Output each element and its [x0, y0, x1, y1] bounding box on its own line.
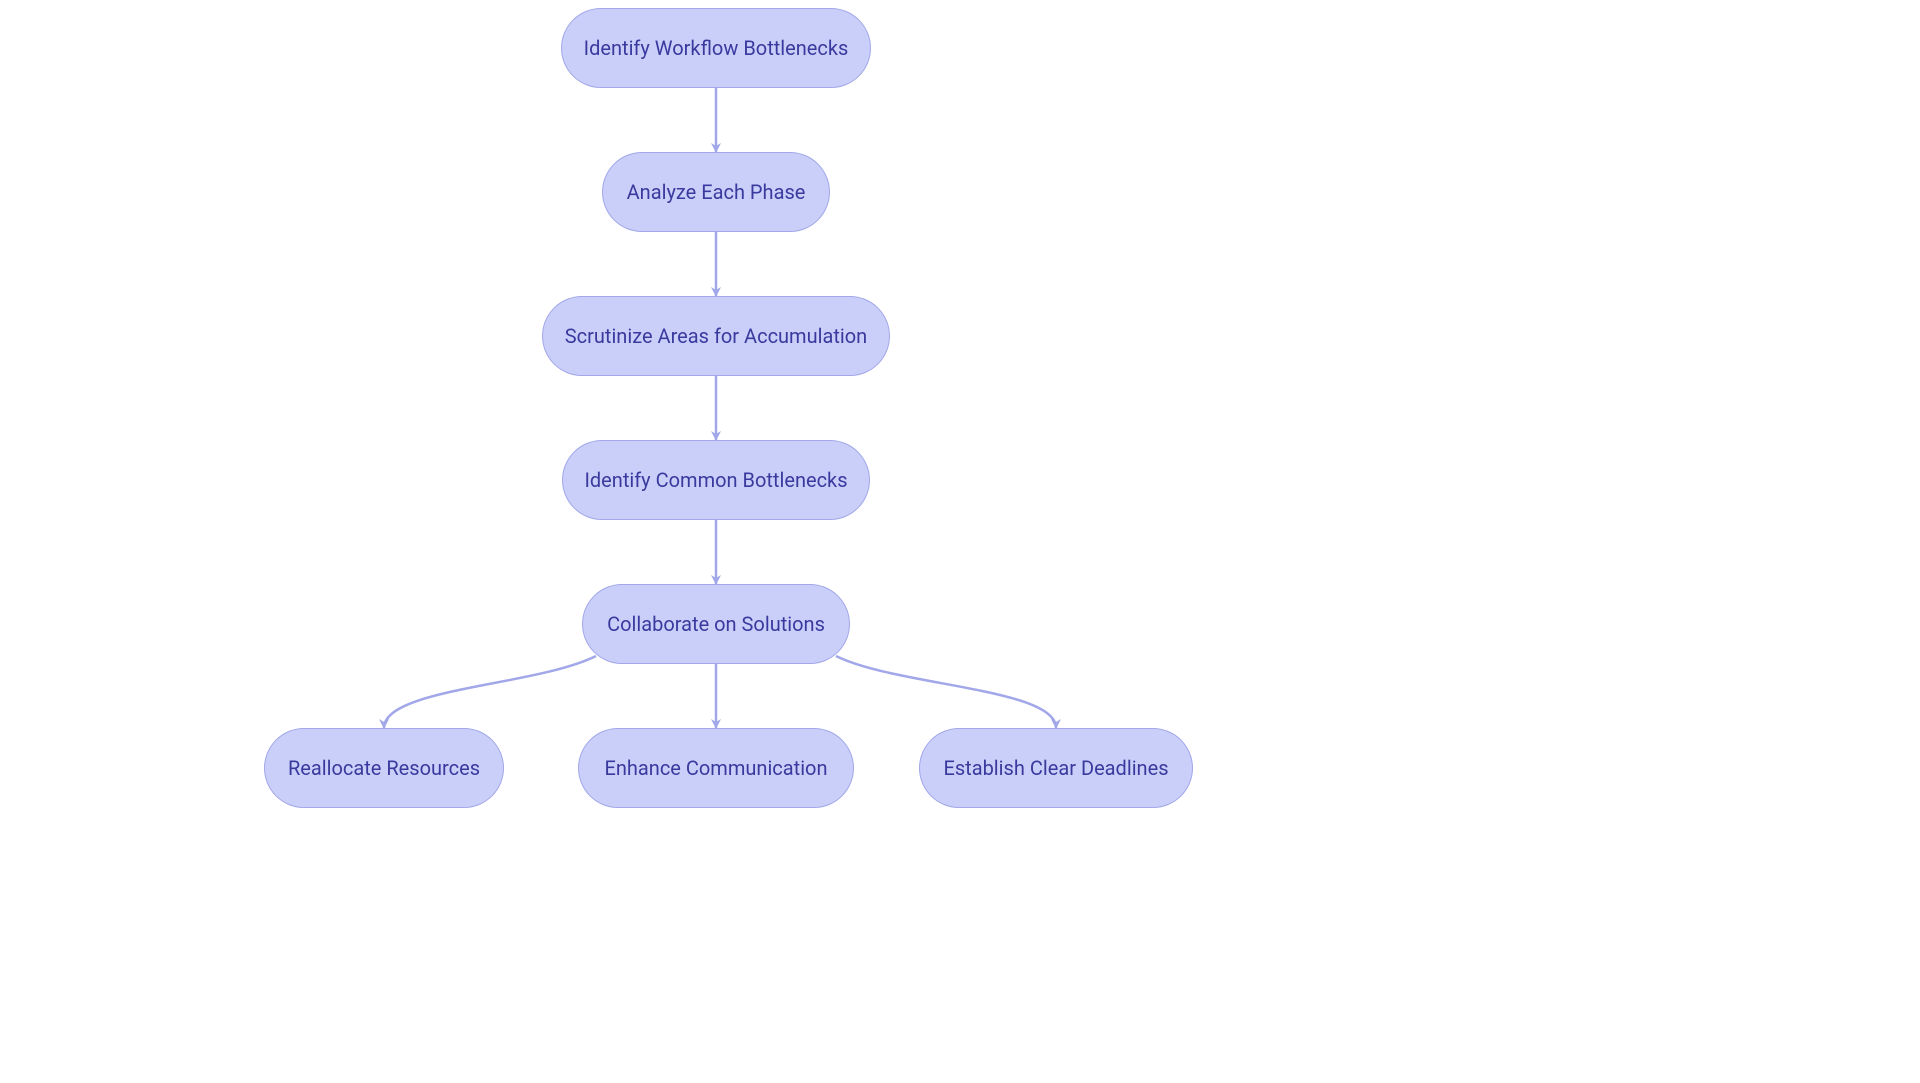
node-label: Establish Clear Deadlines — [943, 756, 1168, 780]
node-label: Identify Common Bottlenecks — [584, 468, 847, 492]
node-label: Enhance Communication — [604, 756, 827, 780]
flowchart-node: Reallocate Resources — [264, 728, 504, 808]
node-label: Scrutinize Areas for Accumulation — [565, 324, 867, 348]
flowchart-edge — [384, 656, 596, 728]
flowchart-node: Enhance Communication — [578, 728, 854, 808]
flowchart-node: Identify Common Bottlenecks — [562, 440, 870, 520]
flowchart-container: Identify Workflow Bottlenecks Analyze Eac… — [0, 0, 1920, 1083]
flowchart-node: Identify Workflow Bottlenecks — [561, 8, 871, 88]
node-label: Analyze Each Phase — [627, 180, 806, 204]
flowchart-node: Scrutinize Areas for Accumulation — [542, 296, 890, 376]
flowchart-edge — [836, 656, 1056, 728]
node-label: Collaborate on Solutions — [607, 612, 825, 636]
flowchart-node: Collaborate on Solutions — [582, 584, 850, 664]
flowchart-node: Analyze Each Phase — [602, 152, 830, 232]
arrows-layer — [0, 0, 1920, 1083]
flowchart-node: Establish Clear Deadlines — [919, 728, 1193, 808]
node-label: Identify Workflow Bottlenecks — [584, 36, 849, 60]
node-label: Reallocate Resources — [288, 756, 480, 780]
